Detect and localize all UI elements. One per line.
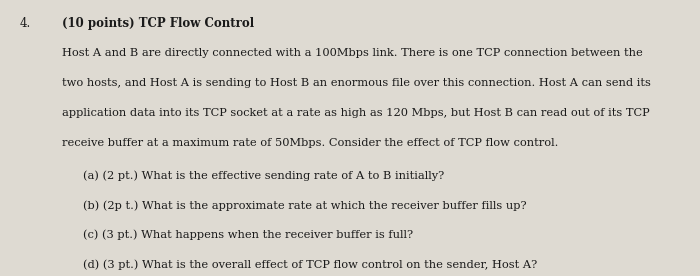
- Text: 4.: 4.: [20, 17, 31, 30]
- Text: receive buffer at a maximum rate of 50Mbps. Consider the effect of TCP flow cont: receive buffer at a maximum rate of 50Mb…: [62, 138, 558, 148]
- Text: application data into its TCP socket at a rate as high as 120 Mbps, but Host B c: application data into its TCP socket at …: [62, 108, 649, 118]
- Text: (c) (3 pt.) What happens when the receiver buffer is full?: (c) (3 pt.) What happens when the receiv…: [83, 230, 413, 240]
- Text: (10 points) TCP Flow Control: (10 points) TCP Flow Control: [62, 17, 253, 30]
- Text: (b) (2p t.) What is the approximate rate at which the receiver buffer fills up?: (b) (2p t.) What is the approximate rate…: [83, 200, 526, 211]
- Text: (a) (2 pt.) What is the effective sending rate of A to B initially?: (a) (2 pt.) What is the effective sendin…: [83, 170, 444, 181]
- Text: (d) (3 pt.) What is the overall effect of TCP flow control on the sender, Host A: (d) (3 pt.) What is the overall effect o…: [83, 260, 537, 270]
- Text: Host A and B are directly connected with a 100Mbps link. There is one TCP connec: Host A and B are directly connected with…: [62, 48, 643, 58]
- Text: two hosts, and Host A is sending to Host B an enormous file over this connection: two hosts, and Host A is sending to Host…: [62, 78, 650, 88]
